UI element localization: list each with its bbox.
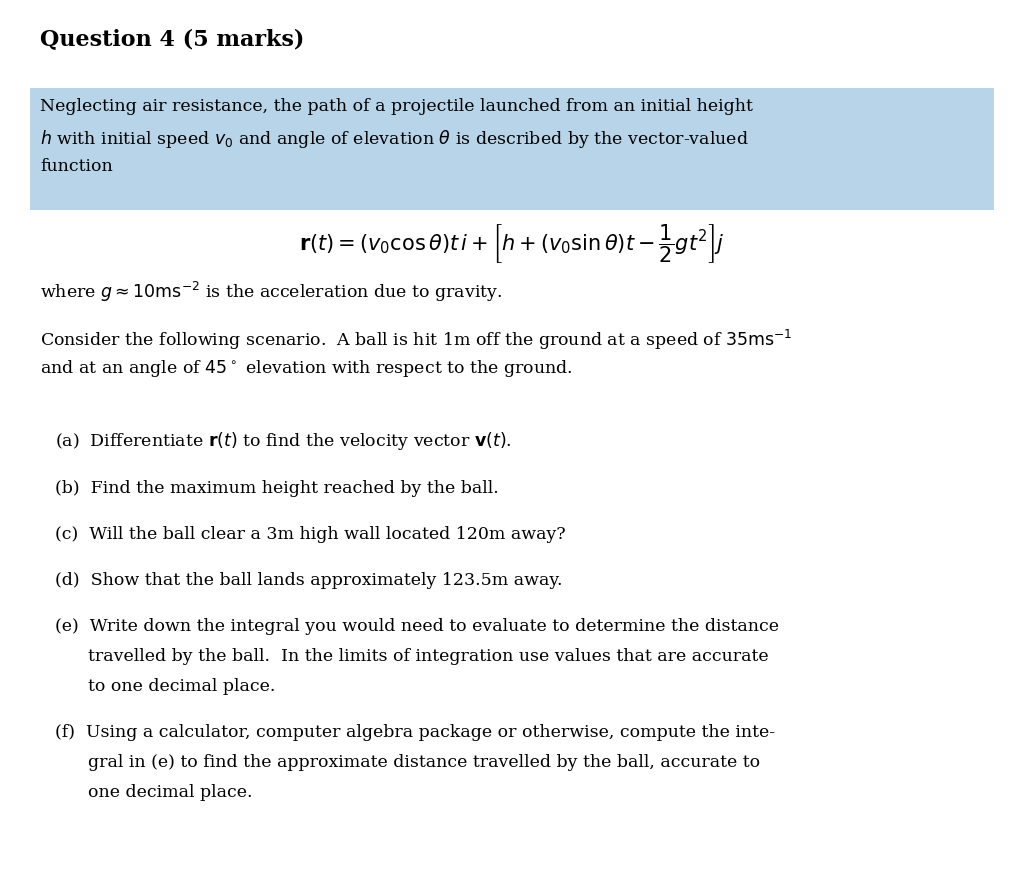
Text: Consider the following scenario.  A ball is hit 1m off the ground at a speed of : Consider the following scenario. A ball … bbox=[40, 328, 793, 352]
Text: (a)  Differentiate $\mathbf{r}(t)$ to find the velocity vector $\mathbf{v}(t)$.: (a) Differentiate $\mathbf{r}(t)$ to fin… bbox=[55, 430, 512, 452]
Text: Question 4 (5 marks): Question 4 (5 marks) bbox=[40, 28, 304, 50]
Text: (f)  Using a calculator, computer algebra package or otherwise, compute the inte: (f) Using a calculator, computer algebra… bbox=[55, 724, 775, 741]
Text: Neglecting air resistance, the path of a projectile launched from an initial hei: Neglecting air resistance, the path of a… bbox=[40, 98, 753, 115]
Text: one decimal place.: one decimal place. bbox=[55, 784, 253, 801]
Bar bbox=[30, 88, 994, 210]
Text: where $g \approx 10\mathrm{ms}^{-2}$ is the acceleration due to gravity.: where $g \approx 10\mathrm{ms}^{-2}$ is … bbox=[40, 280, 502, 304]
Text: gral in (e) to find the approximate distance travelled by the ball, accurate to: gral in (e) to find the approximate dist… bbox=[55, 754, 760, 771]
Text: (d)  Show that the ball lands approximately 123.5m away.: (d) Show that the ball lands approximate… bbox=[55, 572, 562, 589]
Text: $\mathbf{r}(t) = (v_0 \cos \theta)t\, \mathit{i} + \left[h + (v_0 \sin \theta)t : $\mathbf{r}(t) = (v_0 \cos \theta)t\, \m… bbox=[299, 222, 725, 265]
Text: travelled by the ball.  In the limits of integration use values that are accurat: travelled by the ball. In the limits of … bbox=[55, 648, 769, 665]
Text: (c)  Will the ball clear a 3m high wall located 120m away?: (c) Will the ball clear a 3m high wall l… bbox=[55, 526, 565, 543]
Text: $h$ with initial speed $v_0$ and angle of elevation $\theta$ is described by the: $h$ with initial speed $v_0$ and angle o… bbox=[40, 128, 749, 150]
Text: (e)  Write down the integral you would need to evaluate to determine the distanc: (e) Write down the integral you would ne… bbox=[55, 618, 779, 635]
Text: to one decimal place.: to one decimal place. bbox=[55, 678, 275, 695]
Text: and at an angle of $45^\circ$ elevation with respect to the ground.: and at an angle of $45^\circ$ elevation … bbox=[40, 358, 572, 379]
Text: function: function bbox=[40, 158, 113, 175]
Text: (b)  Find the maximum height reached by the ball.: (b) Find the maximum height reached by t… bbox=[55, 480, 499, 497]
